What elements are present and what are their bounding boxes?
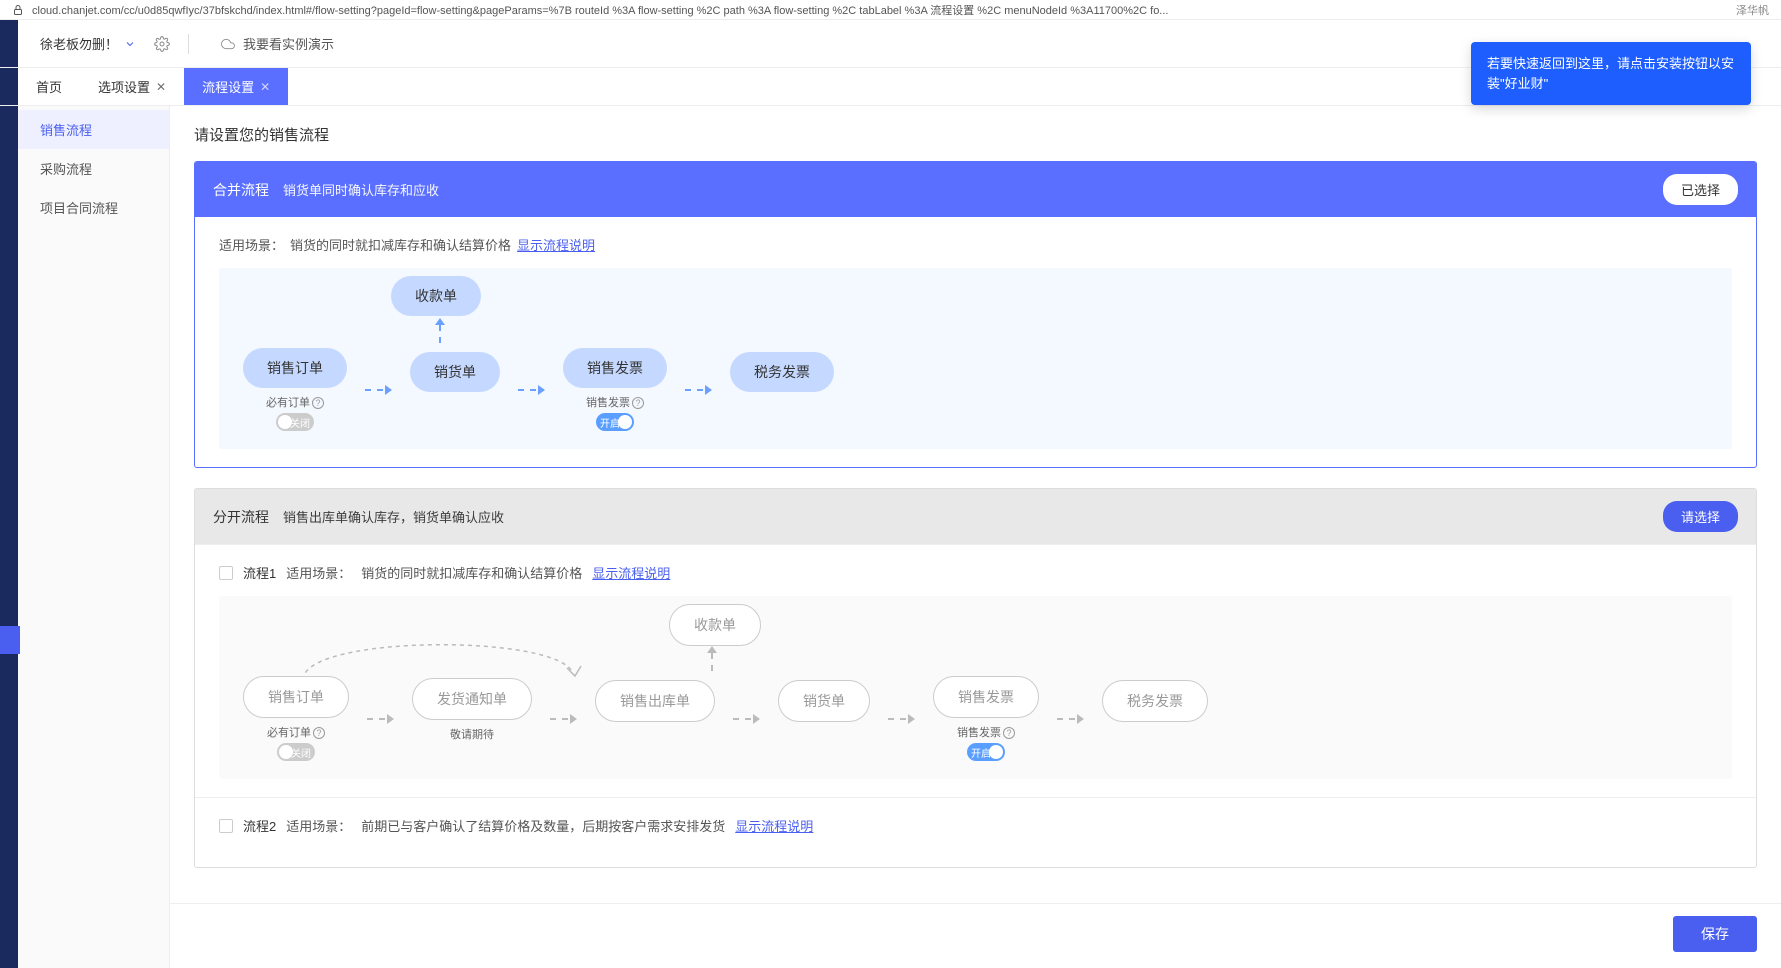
flow1-diagram: 收款单 销售订单 必有订单? 关闭 发货通知单 敬请期待: [219, 596, 1732, 779]
gear-icon[interactable]: [154, 36, 170, 52]
demo-link[interactable]: 我要看实例演示: [219, 34, 334, 53]
merged-flow-subtitle: 销货单同时确认库存和应收: [283, 180, 439, 199]
order-required-toggle[interactable]: 关闭: [277, 743, 315, 761]
flow1-title: 流程1: [243, 563, 276, 582]
save-button[interactable]: 保存: [1673, 916, 1757, 952]
org-label: 徐老板勿删！: [40, 34, 118, 53]
node-outbound: 销售出库单: [595, 680, 715, 722]
flow2-title: 流程2: [243, 816, 276, 835]
install-tooltip: 若要快速返回到这里，请点击安装按钮以安装"好业财": [1471, 42, 1751, 105]
info-icon[interactable]: ?: [632, 397, 644, 409]
merged-flow-header: 合并流程 销货单同时确认库存和应收 已选择: [195, 162, 1756, 217]
split-flow-2: 流程2 适用场景： 前期已与客户确认了结算价格及数量，后期按客户需求安排发货 显…: [195, 797, 1756, 867]
split-flow-select-button[interactable]: 请选择: [1663, 501, 1738, 532]
curve-arrow-icon: [283, 624, 583, 680]
browser-url: cloud.chanjet.com/cc/u0d85qwfIyc/37bfskc…: [32, 2, 1728, 18]
arrow-right-icon: [518, 385, 545, 395]
arrow-up-icon: [707, 646, 717, 671]
node-invoice: 销售发票: [933, 676, 1039, 718]
node-sale: 销货单: [778, 680, 870, 722]
merged-flow-diagram: 收款单 销售订单 必有订单? 关闭 销货单 x: [219, 268, 1732, 449]
node-tax-invoice: 税务发票: [730, 352, 834, 392]
footer-bar: 保存: [170, 903, 1781, 964]
node-receipt: 收款单: [391, 276, 481, 316]
merged-flow-scenario: 适用场景： 销货的同时就扣减库存和确认结算价格 显示流程说明: [219, 235, 1732, 254]
node-invoice: 销售发票: [563, 348, 667, 388]
main-content: 请设置您的销售流程 合并流程 销货单同时确认库存和应收 已选择 适用场景： 销货…: [170, 106, 1781, 968]
arrow-right-icon: [685, 385, 712, 395]
merged-flow-card: 合并流程 销货单同时确认库存和应收 已选择 适用场景： 销货的同时就扣减库存和确…: [194, 161, 1757, 468]
arrow-right-icon: [365, 385, 392, 395]
sidebar-item-sales-flow[interactable]: 销售流程: [18, 110, 169, 149]
order-toggle-label: 必有订单?: [266, 394, 324, 410]
browser-right-hint: 泽华帆: [1736, 2, 1769, 18]
arrow-right-icon: [550, 714, 577, 724]
info-icon[interactable]: ?: [313, 727, 325, 739]
lock-icon: [12, 4, 24, 16]
show-flow-desc-link[interactable]: 显示流程说明: [592, 563, 670, 582]
tab-flow-settings[interactable]: 流程设置✕: [184, 68, 288, 105]
demo-label: 我要看实例演示: [243, 34, 334, 53]
tab-home[interactable]: 首页: [18, 68, 80, 105]
left-accent-strip: [0, 106, 18, 968]
page-title: 请设置您的销售流程: [194, 124, 1757, 145]
chevron-down-icon: [124, 38, 136, 50]
left-accent-strip: [0, 20, 18, 67]
flow1-checkbox[interactable]: [219, 566, 233, 580]
left-accent-strip: [0, 68, 18, 105]
tab-option-settings[interactable]: 选项设置✕: [80, 68, 184, 105]
invoice-toggle[interactable]: 开启: [596, 413, 634, 431]
arrow-right-icon: [733, 714, 760, 724]
node-shipping-notice: 发货通知单: [412, 678, 532, 720]
split-flow-card: 分开流程 销售出库单确认库存，销货单确认应收 请选择 流程1 适用场景： 销货的…: [194, 488, 1757, 868]
info-icon[interactable]: ?: [1003, 727, 1015, 739]
notice-label: 敬请期待: [450, 726, 494, 742]
invoice-toggle[interactable]: 开启: [967, 743, 1005, 761]
merged-flow-title: 合并流程: [213, 180, 269, 200]
arrow-right-icon: [888, 714, 915, 724]
split-flow-subtitle: 销售出库单确认库存，销货单确认应收: [283, 507, 504, 526]
info-icon[interactable]: ?: [312, 397, 324, 409]
node-receipt: 收款单: [669, 604, 761, 646]
node-sale: 销货单: [410, 352, 500, 392]
invoice-toggle-label: 销售发票?: [957, 724, 1015, 740]
split-flow-title: 分开流程: [213, 507, 269, 527]
arrow-up-icon: [435, 318, 445, 343]
flow2-checkbox[interactable]: [219, 819, 233, 833]
order-required-toggle[interactable]: 关闭: [276, 413, 314, 431]
cloud-icon: [219, 37, 237, 51]
node-sales-order: 销售订单: [243, 676, 349, 718]
arrow-right-icon: [367, 714, 394, 724]
org-selector[interactable]: 徐老板勿删！: [40, 34, 136, 53]
show-flow-desc-link[interactable]: 显示流程说明: [735, 816, 813, 835]
split-flow-header: 分开流程 销售出库单确认库存，销货单确认应收 请选择: [195, 489, 1756, 544]
browser-addressbar: cloud.chanjet.com/cc/u0d85qwfIyc/37bfskc…: [0, 0, 1781, 20]
sidebar-item-project-contract-flow[interactable]: 项目合同流程: [18, 188, 169, 227]
app-header: 徐老板勿删！ 我要看实例演示 若要快速返回到这里，请点击安装按钮以安装"好业财"…: [0, 20, 1781, 68]
arrow-right-icon: [1057, 714, 1084, 724]
merged-flow-select-button[interactable]: 已选择: [1663, 174, 1738, 205]
split-flow-1: 流程1 适用场景： 销货的同时就扣减库存和确认结算价格 显示流程说明 收款单 销…: [195, 544, 1756, 797]
order-toggle-label: 必有订单?: [267, 724, 325, 740]
node-tax-invoice: 税务发票: [1102, 680, 1208, 722]
show-flow-desc-link[interactable]: 显示流程说明: [517, 235, 595, 254]
invoice-toggle-label: 销售发票?: [586, 394, 644, 410]
close-icon[interactable]: ✕: [260, 80, 270, 94]
close-icon[interactable]: ✕: [156, 80, 166, 94]
node-sales-order: 销售订单: [243, 348, 347, 388]
sidebar: 销售流程 采购流程 项目合同流程: [18, 106, 170, 968]
sidebar-item-purchase-flow[interactable]: 采购流程: [18, 149, 169, 188]
